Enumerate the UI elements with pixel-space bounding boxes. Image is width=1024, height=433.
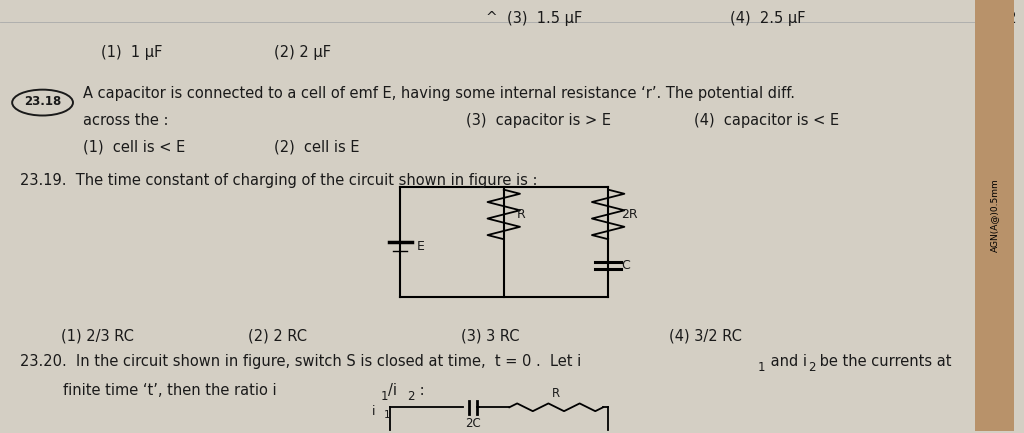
Text: (2)  cell is E: (2) cell is E <box>273 140 359 155</box>
Text: 1: 1 <box>384 410 391 420</box>
Text: (4) 3/2 RC: (4) 3/2 RC <box>669 328 741 343</box>
Text: 2C: 2C <box>465 417 481 430</box>
Text: and i: and i <box>766 354 807 369</box>
Text: 2: 2 <box>808 361 815 374</box>
Text: AGN(A@)0.5mm: AGN(A@)0.5mm <box>990 179 998 252</box>
Text: (3)  1.5 μF: (3) 1.5 μF <box>507 11 582 26</box>
Text: (4)  capacitor is < E: (4) capacitor is < E <box>694 113 840 128</box>
Text: (4)  2.5 μF: (4) 2.5 μF <box>730 11 805 26</box>
Text: (2) 2 RC: (2) 2 RC <box>249 328 307 343</box>
Text: (1)  1 μF: (1) 1 μF <box>101 45 163 60</box>
Text: A capacitor is connected to a cell of emf E, having some internal resistance ‘r’: A capacitor is connected to a cell of em… <box>83 86 795 101</box>
Text: across the :: across the : <box>83 113 169 128</box>
Text: 2R: 2R <box>622 208 638 221</box>
Text: 23.20.  In the circuit shown in figure, switch S is closed at time,  t = 0 .  Le: 23.20. In the circuit shown in figure, s… <box>20 354 582 369</box>
Text: 23.19.  The time constant of charging of the circuit shown in figure is :: 23.19. The time constant of charging of … <box>20 173 538 188</box>
Text: 1: 1 <box>381 390 389 403</box>
Bar <box>975 0 1014 431</box>
Text: C: C <box>622 259 630 271</box>
Text: R: R <box>552 387 560 400</box>
Text: i: i <box>372 405 376 418</box>
Text: 23.18: 23.18 <box>24 95 61 108</box>
Text: R: R <box>517 208 525 221</box>
Text: (3) 3 RC: (3) 3 RC <box>461 328 520 343</box>
Text: 1: 1 <box>758 361 766 374</box>
Text: ^: ^ <box>485 11 498 25</box>
Text: 2: 2 <box>408 390 415 403</box>
Text: E: E <box>417 240 425 253</box>
Text: finite time ‘t’, then the ratio i: finite time ‘t’, then the ratio i <box>62 383 276 398</box>
Text: (3)  capacitor is > E: (3) capacitor is > E <box>466 113 611 128</box>
Text: :: : <box>415 383 424 398</box>
Text: be the currents at: be the currents at <box>815 354 951 369</box>
Text: (2) 2 μF: (2) 2 μF <box>273 45 331 60</box>
Text: (1)  cell is < E: (1) cell is < E <box>83 140 185 155</box>
Text: /i: /i <box>388 383 397 398</box>
Text: (1) 2/3 RC: (1) 2/3 RC <box>60 328 134 343</box>
Text: 23.2: 23.2 <box>985 11 1018 26</box>
